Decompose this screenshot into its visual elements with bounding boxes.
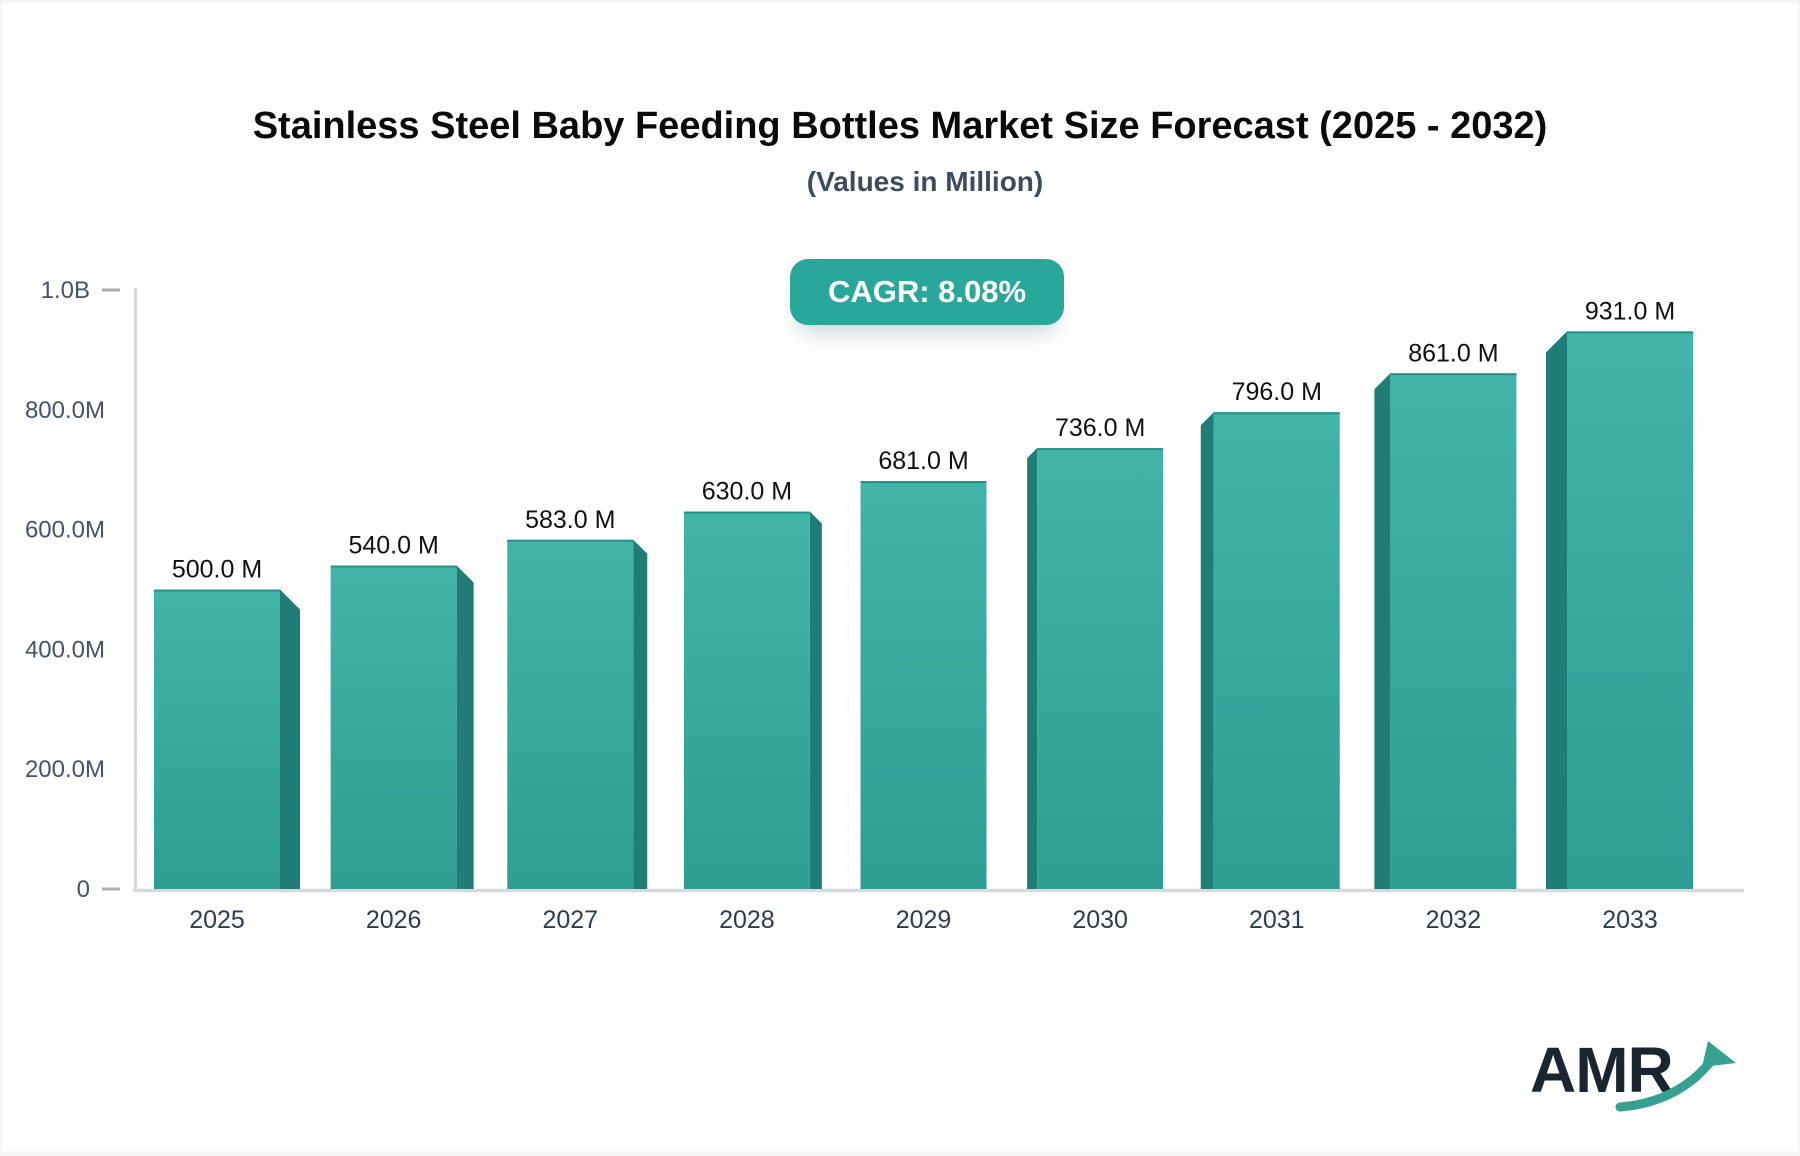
x-tick-label: 2027 bbox=[542, 906, 598, 934]
bar-side-face bbox=[1200, 412, 1214, 889]
bar-value-label: 500.0 M bbox=[172, 556, 262, 584]
x-tick-label: 2029 bbox=[896, 906, 952, 934]
chart-card: Stainless Steel Baby Feeding Bottles Mar… bbox=[2, 3, 1798, 1151]
x-tick-label: 2033 bbox=[1602, 906, 1658, 934]
page-title: Stainless Steel Baby Feeding Bottles Mar… bbox=[252, 105, 1548, 147]
y-tick-label: 600.0M bbox=[25, 517, 105, 544]
bar-front-face bbox=[507, 539, 634, 889]
x-tick-label: 2030 bbox=[1072, 906, 1128, 934]
x-tick-label: 2028 bbox=[719, 906, 775, 934]
bar-value-label: 796.0 M bbox=[1232, 378, 1322, 406]
bar-value-label: 736.0 M bbox=[1055, 414, 1145, 442]
bar-value-label: 931.0 M bbox=[1585, 297, 1675, 325]
bar-front-face bbox=[1390, 373, 1517, 889]
bar-side-face bbox=[1546, 331, 1567, 889]
cagr-badge: CAGR: 8.08% bbox=[790, 259, 1064, 325]
bar-front-face bbox=[1567, 331, 1693, 889]
bar-front-face bbox=[860, 481, 987, 889]
bar-side-face bbox=[809, 511, 822, 889]
y-tick-label: 800.0M bbox=[25, 397, 105, 424]
bar-front-face bbox=[1037, 448, 1164, 889]
bar-front-face bbox=[330, 565, 457, 889]
x-tick-label: 2031 bbox=[1249, 906, 1305, 934]
x-tick-label: 2032 bbox=[1426, 906, 1482, 934]
bar-side-face bbox=[280, 589, 300, 889]
bar-chart: 0 200.0M 400.0M 600.0M 800.0M 1.0B 500.0 M 2025… bbox=[25, 277, 1744, 934]
bar-value-label: 540.0 M bbox=[348, 532, 438, 560]
bar-value-label: 630.0 M bbox=[702, 478, 792, 506]
y-tick-label: 1.0B bbox=[41, 277, 90, 304]
bar-front-face bbox=[1213, 412, 1340, 889]
y-tick-label: 200.0M bbox=[25, 756, 105, 783]
bar-value-label: 681.0 M bbox=[878, 447, 968, 475]
x-tick-label: 2025 bbox=[189, 906, 245, 934]
brand-logo: AMR bbox=[1530, 1033, 1740, 1123]
y-tick-label: 0 bbox=[77, 876, 90, 903]
bar-value-label: 583.0 M bbox=[525, 506, 615, 534]
bar-front-face bbox=[683, 511, 810, 889]
bar-side-face bbox=[1374, 373, 1391, 889]
bar-side-face bbox=[633, 539, 648, 889]
x-tick-label: 2026 bbox=[366, 906, 422, 934]
bar-side-face bbox=[1027, 448, 1038, 889]
bar-side-face bbox=[456, 565, 474, 889]
bar-front-face bbox=[154, 589, 280, 889]
growth-arrow-icon bbox=[1615, 1041, 1736, 1112]
logo-text: AMR bbox=[1530, 1034, 1674, 1106]
page-subtitle: (Values in Million) bbox=[806, 166, 1044, 197]
bar-value-label: 861.0 M bbox=[1408, 339, 1498, 367]
y-tick-label: 400.0M bbox=[25, 636, 105, 663]
